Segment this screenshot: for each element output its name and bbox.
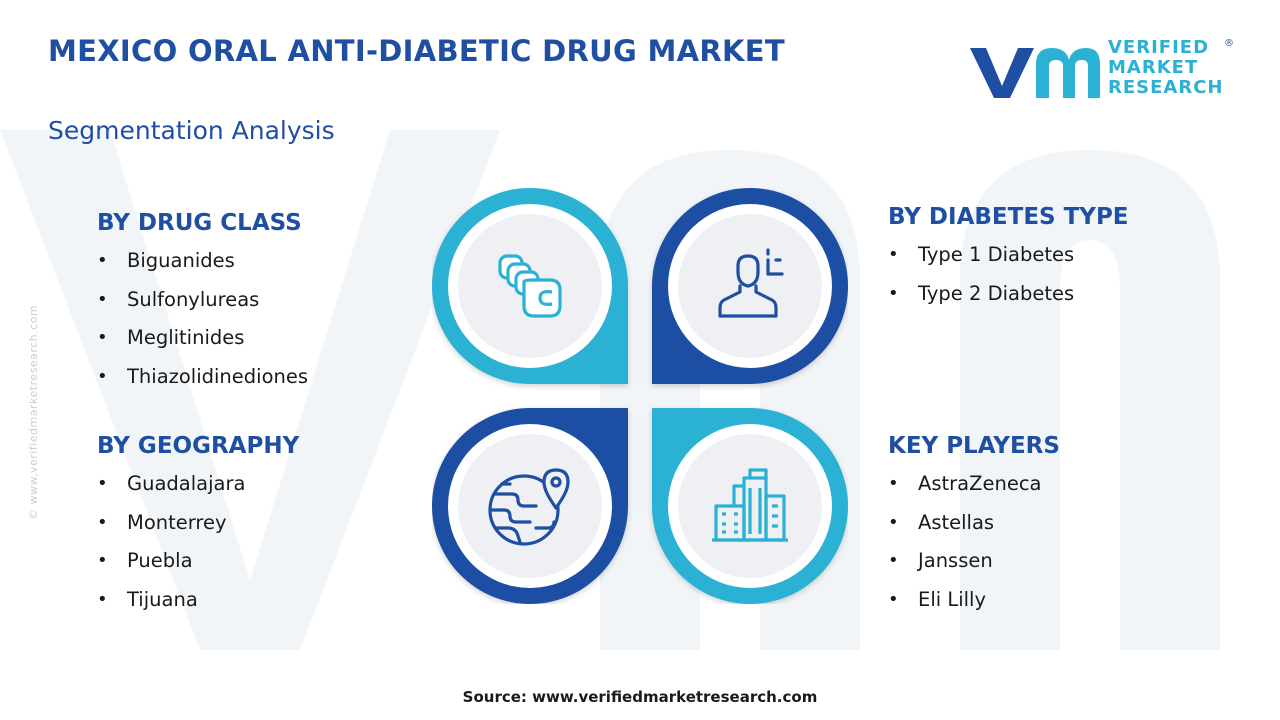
- segment-list-diabetes-type: Type 1 Diabetes Type 2 Diabetes: [888, 242, 1129, 319]
- quad-geography: [432, 408, 628, 604]
- logo-line-verified: VERIFIED: [1108, 37, 1210, 58]
- city-buildings-icon: [712, 468, 788, 542]
- list-item: Meglitinides: [97, 325, 308, 364]
- segment-heading-key-players: KEY PLAYERS: [888, 433, 1060, 459]
- capsules-icon: [498, 254, 562, 318]
- page-subtitle: Segmentation Analysis: [48, 116, 335, 145]
- list-item: Sulfonylureas: [97, 287, 308, 326]
- user-profile-icon: [718, 248, 784, 318]
- segment-list-key-players: AstraZeneca Astellas Janssen Eli Lilly: [888, 471, 1060, 625]
- company-logo: VERIFIED MARKET RESEARCH ®: [966, 38, 1236, 104]
- globe-location-icon: [488, 468, 570, 546]
- segment-drug-class: BY DRUG CLASS Biguanides Sulfonylureas M…: [97, 210, 308, 402]
- segment-heading-geography: BY GEOGRAPHY: [97, 433, 300, 459]
- logo-line-research: RESEARCH: [1108, 77, 1224, 98]
- page-title: MEXICO ORAL ANTI-DIABETIC DRUG MARKET: [48, 34, 785, 68]
- list-item: Biguanides: [97, 248, 308, 287]
- segment-heading-diabetes-type: BY DIABETES TYPE: [888, 204, 1129, 230]
- source-credit: Source: www.verifiedmarketresearch.com: [462, 688, 818, 706]
- segment-list-geography: Guadalajara Monterrey Puebla Tijuana: [97, 471, 299, 625]
- list-item: AstraZeneca: [888, 471, 1060, 510]
- quad-drug-class: [432, 188, 628, 384]
- logo-wordmark: VERIFIED MARKET RESEARCH: [1108, 38, 1223, 98]
- list-item: Puebla: [97, 548, 299, 587]
- side-watermark-url: © www.verifiedmarketresearch.com: [27, 304, 40, 520]
- list-item: Eli Lilly: [888, 587, 1060, 626]
- list-item: Type 2 Diabetes: [888, 281, 1129, 320]
- registered-mark: ®: [1224, 38, 1234, 49]
- segment-heading-drug-class: BY DRUG CLASS: [97, 210, 302, 236]
- list-item: Type 1 Diabetes: [888, 242, 1129, 281]
- segment-list-drug-class: Biguanides Sulfonylureas Meglitinides Th…: [97, 248, 308, 402]
- segment-geography: BY GEOGRAPHY Guadalajara Monterrey Puebl…: [97, 433, 299, 625]
- segment-diabetes-type: BY DIABETES TYPE Type 1 Diabetes Type 2 …: [888, 204, 1129, 319]
- quad-diabetes-type: [652, 188, 848, 384]
- segmentation-quad-graphic: [432, 188, 848, 604]
- segment-key-players: KEY PLAYERS AstraZeneca Astellas Janssen…: [888, 433, 1060, 625]
- list-item: Thiazolidinediones: [97, 364, 308, 403]
- logo-line-market: MARKET: [1108, 57, 1199, 78]
- list-item: Monterrey: [97, 510, 299, 549]
- list-item: Guadalajara: [97, 471, 299, 510]
- quad-key-players: [652, 408, 848, 604]
- list-item: Tijuana: [97, 587, 299, 626]
- list-item: Astellas: [888, 510, 1060, 549]
- list-item: Janssen: [888, 548, 1060, 587]
- vmr-logo-mark: [970, 48, 1100, 98]
